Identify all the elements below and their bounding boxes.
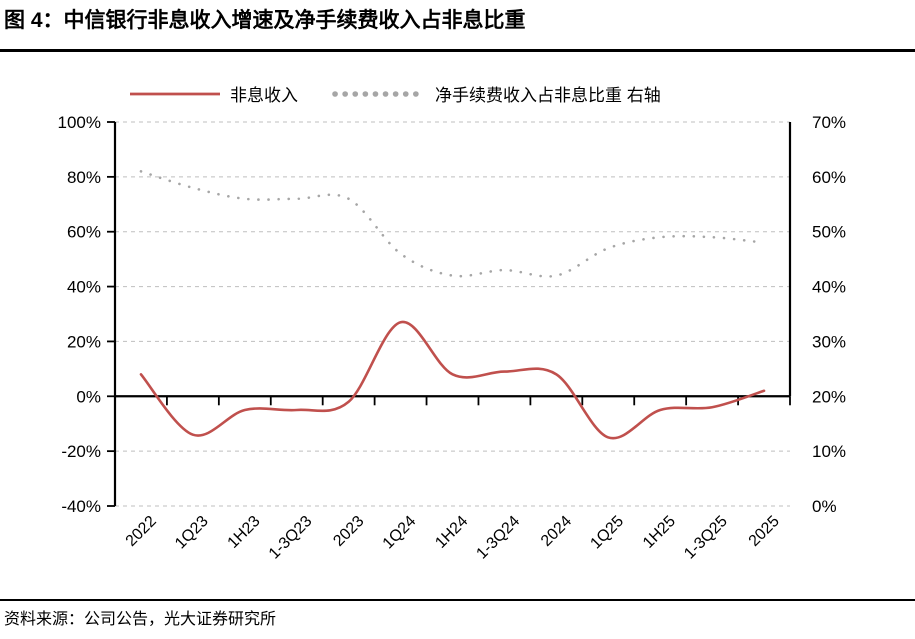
left-axis-tick-label: 0% bbox=[76, 387, 101, 406]
title-divider bbox=[0, 49, 915, 52]
footer-divider bbox=[0, 599, 915, 601]
right-axis-tick-label: 70% bbox=[812, 113, 846, 132]
legend-label-fee-share: 净手续费收入占非息比重 右轴 bbox=[435, 86, 661, 105]
right-axis-tick-label: 50% bbox=[812, 223, 846, 242]
line-chart: 100% 80% 60% 40% 20% 0% -20% -40% 70% 60% 50% 40% 3… bbox=[58, 86, 847, 563]
x-axis-category-labels: 2022 1Q23 1H23 1-3Q23 2023 1Q24 1H24 1-3Q24 2024… bbox=[123, 513, 783, 563]
left-axis-tick-label: -40% bbox=[61, 497, 101, 516]
right-axis-tick-label: 20% bbox=[812, 387, 846, 406]
x-axis-label: 1-3Q25 bbox=[681, 513, 731, 563]
series-group bbox=[139, 170, 766, 440]
left-axis-tick-label: 60% bbox=[67, 223, 101, 242]
x-axis-label: 2025 bbox=[746, 513, 783, 550]
x-axis-label: 2023 bbox=[330, 513, 367, 550]
left-axis-tick-label: 20% bbox=[67, 332, 101, 351]
x-axis-label: 2024 bbox=[538, 513, 575, 550]
series-line-1 bbox=[139, 320, 766, 440]
right-axis-tick-label: 60% bbox=[812, 168, 846, 187]
left-axis-tick-label: 80% bbox=[67, 168, 101, 187]
x-axis-label: 1H23 bbox=[225, 513, 264, 552]
x-axis-label: 1H25 bbox=[640, 513, 679, 552]
page-title: 图 4：中信银行非息收入增速及净手续费收入占非息比重 bbox=[4, 9, 526, 32]
left-axis-tick-label: 100% bbox=[58, 113, 101, 132]
x-axis-label: 1H24 bbox=[432, 513, 471, 552]
x-axis-label: 1-3Q23 bbox=[266, 513, 316, 563]
legend-label-noninterest-income: 非息收入 bbox=[230, 86, 298, 105]
left-axis-tick-label: 40% bbox=[67, 278, 101, 297]
right-axis-tick-label: 40% bbox=[812, 278, 846, 297]
left-axis-tick-label: -20% bbox=[61, 442, 101, 461]
x-axis-label: 1Q24 bbox=[380, 513, 420, 553]
x-axis-label: 2022 bbox=[123, 513, 160, 550]
gridlines-group bbox=[115, 121, 790, 507]
chart-legend: 非息收入 净手续费收入占非息比重 右轴 bbox=[130, 86, 661, 105]
right-axis-tick-labels: 70% 60% 50% 40% 30% 20% 10% 0% bbox=[812, 113, 846, 516]
x-axis-label: 1-3Q24 bbox=[473, 513, 523, 563]
right-axis-tick-label: 0% bbox=[812, 497, 837, 516]
title-bar: 图 4：中信银行非息收入增速及净手续费收入占非息比重 bbox=[0, 0, 915, 52]
right-axis-tick-label: 30% bbox=[812, 332, 846, 351]
right-axis-tick-label: 10% bbox=[812, 442, 846, 461]
x-axis-label: 1Q25 bbox=[587, 513, 627, 553]
left-axis-tick-labels: 100% 80% 60% 40% 20% 0% -20% -40% bbox=[58, 113, 101, 516]
series-line-2 bbox=[139, 170, 766, 278]
axes-group bbox=[107, 121, 792, 507]
source-note: 资料来源：公司公告，光大证券研究所 bbox=[4, 611, 277, 628]
x-axis-label: 1Q23 bbox=[172, 513, 212, 553]
chart-plot-area: 100% 80% 60% 40% 20% 0% -20% -40% 70% 60% 50% 40% 3… bbox=[0, 52, 915, 595]
